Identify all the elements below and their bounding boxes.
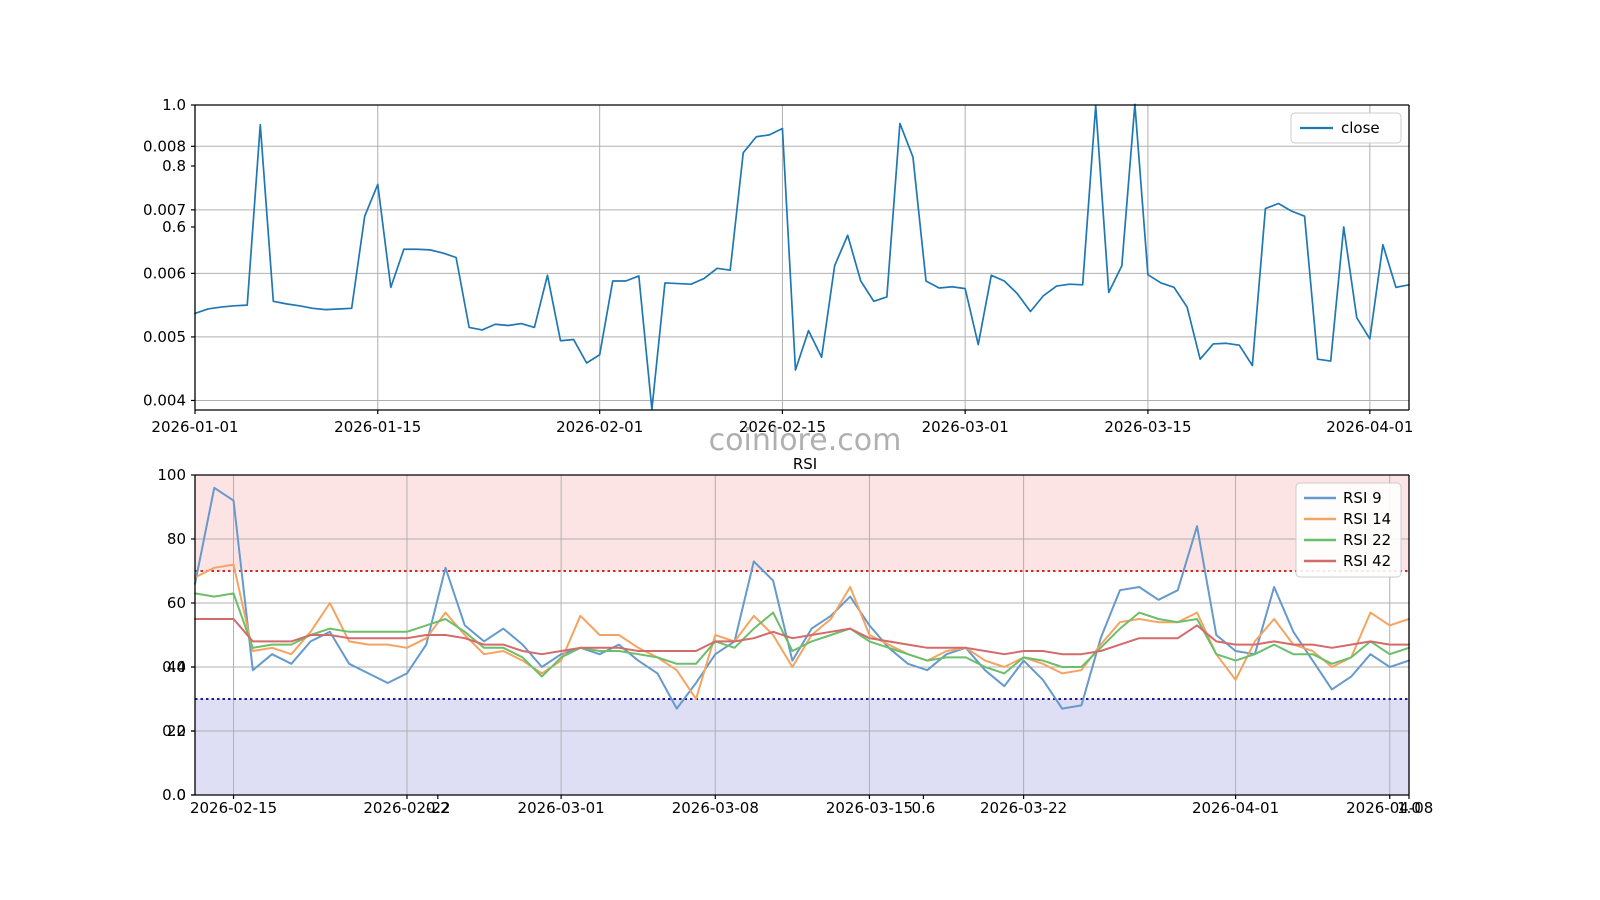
- rsi-y-tick: 20: [167, 722, 186, 740]
- price-y-tick-ghost: 1.0: [162, 96, 186, 114]
- price-y-tick-labels-ghost: 0.6 0.8 1.0: [162, 96, 195, 236]
- price-legend[interactable]: close: [1290, 112, 1402, 144]
- price-line-close: [194, 103, 1410, 411]
- price-y-tick-ghost: 0.6: [162, 218, 186, 236]
- rsi-x-tick: 2026-03-08: [672, 799, 759, 817]
- rsi-y-tick-ghost: 0.4: [162, 658, 186, 676]
- price-x-tick: 2026-02-01: [556, 418, 643, 436]
- rsi-line-rsi-9: [194, 486, 1410, 710]
- rsi-x-tick: 2026-04-01: [1192, 799, 1279, 817]
- price-x-tick-labels: 2026-01-01 2026-01-15 2026-02-01 2026-02-15…: [151, 418, 1413, 436]
- price-series-lines: [194, 103, 1410, 411]
- rsi-x-tick: 2026-03-22: [980, 799, 1067, 817]
- price-x-tick: 2026-04-01: [1326, 418, 1413, 436]
- rsi-x-tick: 2026-03-15: [826, 799, 913, 817]
- price-axes-spines: [194, 104, 1410, 411]
- price-x-tick: 2026-03-01: [922, 418, 1009, 436]
- rsi-overbought-band: [195, 475, 1409, 571]
- rsi-x-tick: 2026-02-22: [363, 799, 450, 817]
- price-y-tick: 0.006: [143, 264, 186, 282]
- price-x-tick: 2026-03-15: [1104, 418, 1191, 436]
- rsi-gridlines: [191, 474, 1409, 799]
- rsi-legend-label-rsi-42: RSI 42: [1343, 552, 1391, 570]
- rsi-x-tick: 2026-02-15: [190, 799, 277, 817]
- rsi-y-tick-ghost: 0.2: [162, 722, 186, 740]
- price-plot-background: [195, 105, 1409, 410]
- rsi-x-tick-labels-ghost: 0.2 0.6 1.0: [426, 795, 1421, 817]
- rsi-series-lines: [194, 486, 1410, 710]
- price-panel: 0.004 0.005 0.006 0.007 0.008 0.6 0.8 1.0 2026…: [143, 96, 1413, 436]
- rsi-y-tick: 60: [167, 594, 186, 612]
- rsi-x-tick-labels: 2026-02-15 2026-02-22 2026-03-01 2026-03-08…: [190, 799, 1433, 817]
- rsi-legend-label-rsi-14: RSI 14: [1343, 510, 1391, 528]
- rsi-line-rsi-22: [194, 592, 1410, 678]
- price-legend-box: [1290, 112, 1402, 144]
- rsi-y-tick: 0: [176, 786, 186, 804]
- price-y-tick-ghost: 0.8: [162, 157, 186, 175]
- price-y-tick: 0.004: [143, 391, 186, 409]
- rsi-y-tick-ghost: 0.0: [162, 786, 186, 804]
- price-legend-label-close: close: [1341, 119, 1380, 137]
- rsi-axes-spines: [194, 474, 1410, 796]
- rsi-y-tick-labels-ghost: 0.0 0.2 0.4: [162, 658, 195, 804]
- rsi-x-tick: 2026-03-01: [518, 799, 605, 817]
- rsi-y-tick: 40: [167, 658, 186, 676]
- rsi-x-tick-ghost: 0.6: [911, 799, 935, 817]
- rsi-panel-title: RSI: [793, 455, 817, 473]
- price-x-tick: 2026-01-01: [151, 418, 238, 436]
- rsi-x-tick-ghost: 1.0: [1397, 799, 1421, 817]
- rsi-line-rsi-42: [194, 618, 1410, 656]
- rsi-y-tick: 100: [157, 466, 186, 484]
- watermark: coinlore.com: [709, 423, 902, 458]
- rsi-y-tick-labels: 0 20 40 60 80 100: [157, 466, 186, 804]
- rsi-legend[interactable]: RSI 9 RSI 14 RSI 22 RSI 42: [1295, 482, 1402, 578]
- rsi-legend-label-rsi-9: RSI 9: [1343, 489, 1382, 507]
- price-x-tick: 2026-01-15: [334, 418, 421, 436]
- rsi-y-tick: 80: [167, 530, 186, 548]
- price-y-tick: 0.005: [143, 328, 186, 346]
- price-y-tick: 0.008: [143, 137, 186, 155]
- rsi-oversold-band: [195, 699, 1409, 795]
- price-y-tick: 0.007: [143, 201, 186, 219]
- rsi-x-tick: 2026-04-08: [1346, 799, 1433, 817]
- price-x-tick: 2026-02-15: [739, 418, 826, 436]
- rsi-legend-box: [1295, 482, 1402, 578]
- price-y-tick-labels: 0.004 0.005 0.006 0.007 0.008: [143, 137, 186, 409]
- rsi-legend-label-rsi-22: RSI 22: [1343, 531, 1391, 549]
- rsi-x-tick-ghost: 0.2: [426, 799, 450, 817]
